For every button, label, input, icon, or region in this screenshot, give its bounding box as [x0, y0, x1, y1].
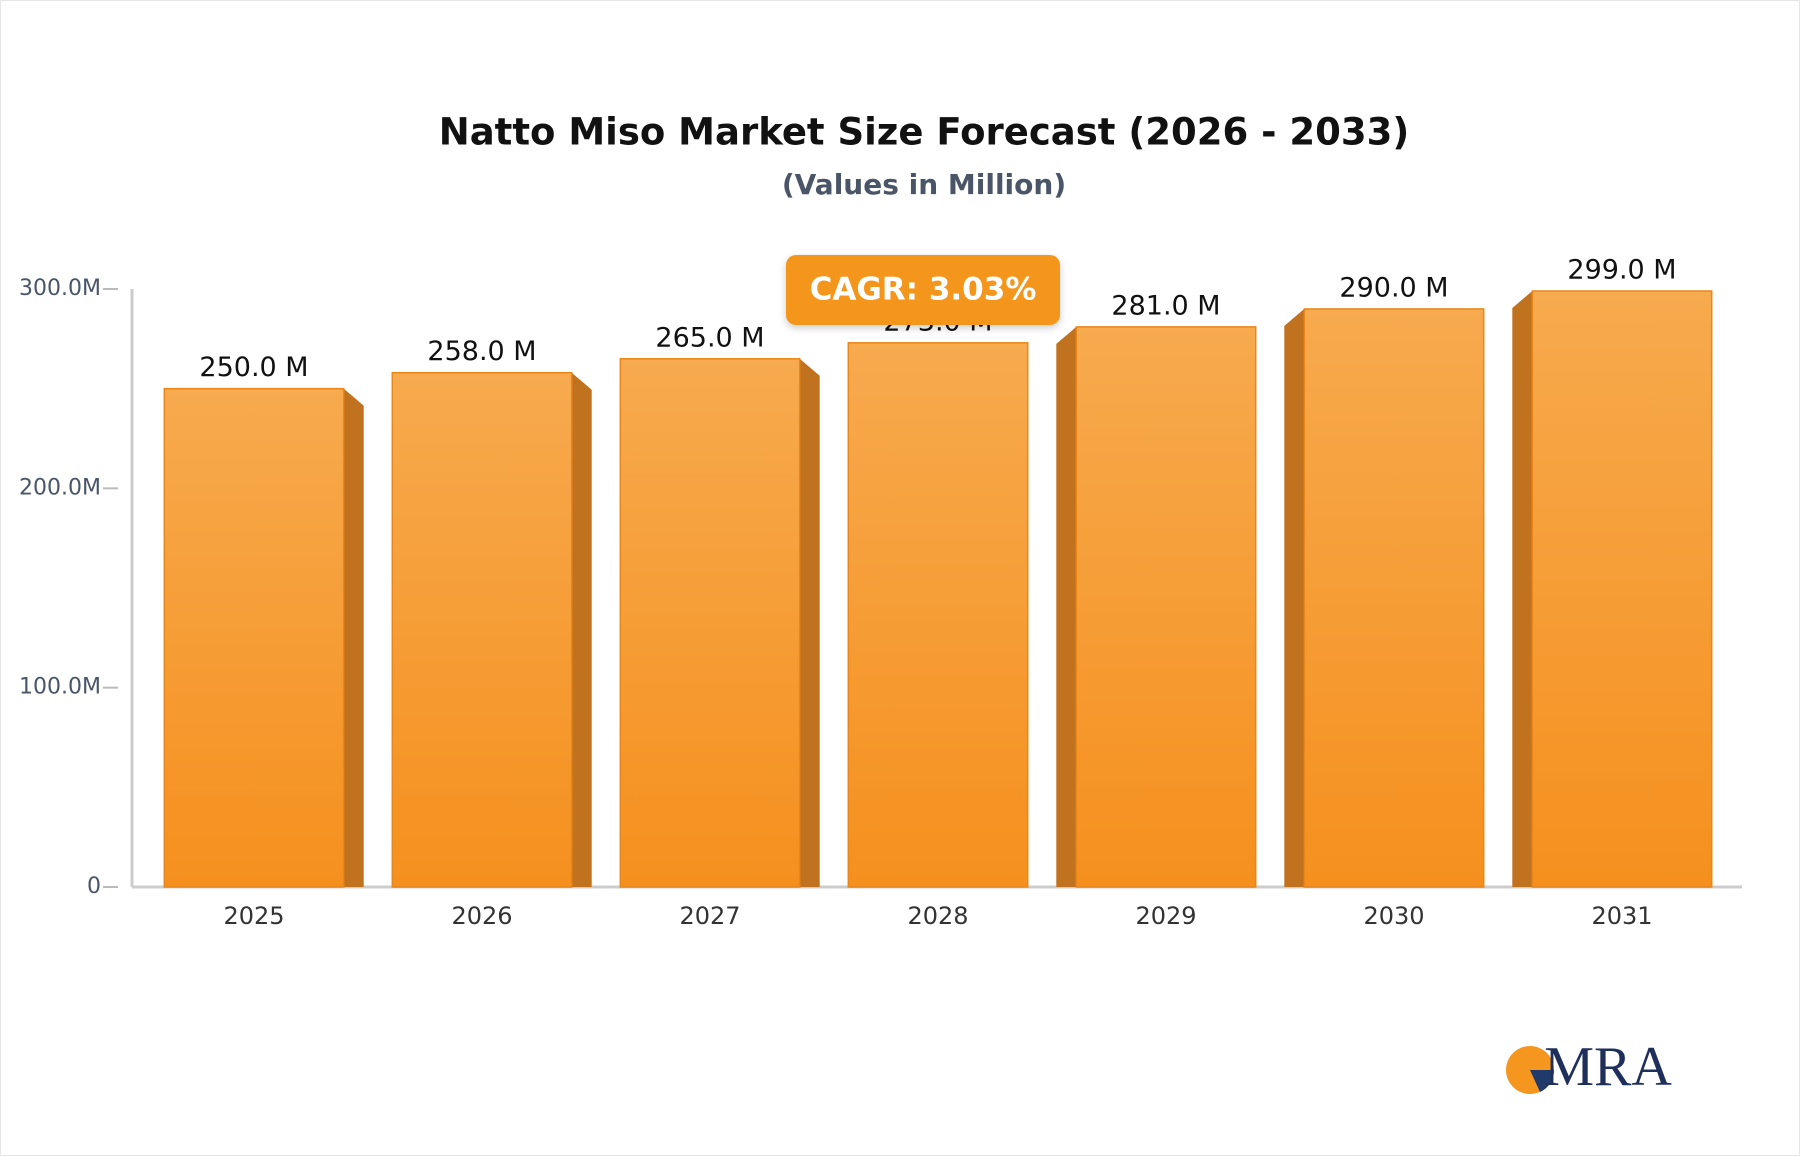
value-label: 258.0 M — [427, 336, 536, 367]
value-label: 299.0 M — [1567, 254, 1676, 285]
y-tick-label: 300.0M — [19, 276, 101, 301]
cagr-badge: CAGR: 3.03% — [786, 255, 1060, 325]
x-tick-label: 2031 — [1591, 902, 1652, 930]
y-tick-label: 0 — [87, 874, 101, 899]
x-tick-label: 2030 — [1363, 902, 1424, 930]
value-label: 281.0 M — [1111, 290, 1220, 321]
bar — [847, 342, 1029, 888]
logo-slice — [1530, 1070, 1555, 1092]
bar-side — [1056, 326, 1077, 888]
bar-side — [799, 358, 820, 887]
bar-side — [343, 388, 364, 887]
bar — [1303, 308, 1485, 888]
bar-side — [571, 372, 592, 888]
bar — [391, 371, 573, 888]
badge-bg — [786, 255, 1060, 325]
bar-side — [1284, 308, 1305, 887]
y-tick-label: 100.0M — [19, 675, 101, 700]
value-label: 290.0 M — [1339, 272, 1448, 303]
y-tick-label: 200.0M — [19, 475, 101, 500]
x-tick-label: 2028 — [907, 902, 968, 930]
logo: MRA — [1506, 1036, 1672, 1098]
bar-side — [1512, 290, 1533, 887]
value-label: 265.0 M — [655, 322, 764, 353]
bar — [619, 358, 801, 888]
chart-subtitle: (Values in Million) — [782, 168, 1066, 201]
bar — [163, 387, 345, 888]
bar — [1075, 326, 1257, 888]
x-tick-label: 2026 — [451, 902, 512, 930]
cagr-annotation: CAGR: 3.03% — [810, 272, 1037, 308]
value-label: 250.0 M — [199, 352, 308, 383]
x-tick-label: 2029 — [1135, 902, 1196, 930]
bar — [1531, 290, 1713, 888]
logo-text: MRA — [1544, 1036, 1672, 1098]
x-tick-label: 2027 — [679, 902, 740, 930]
x-tick-label: 2025 — [223, 902, 284, 930]
chart-title: Natto Miso Market Size Forecast (2026 - … — [439, 111, 1410, 154]
